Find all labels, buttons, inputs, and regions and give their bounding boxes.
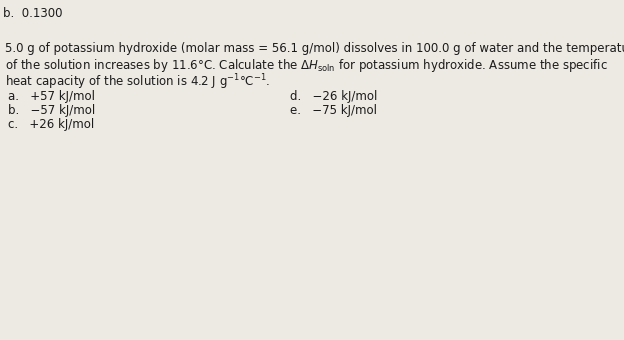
Text: 5.0 g of potassium hydroxide (molar mass = 56.1 g/mol) dissolves in 100.0 g of w: 5.0 g of potassium hydroxide (molar mass… — [5, 42, 624, 55]
Text: d.   −26 kJ/mol: d. −26 kJ/mol — [290, 90, 378, 103]
Text: b.   −57 kJ/mol: b. −57 kJ/mol — [8, 104, 95, 117]
Text: of the solution increases by 11.6°C. Calculate the $\Delta H_{\mathrm{soln}}$ fo: of the solution increases by 11.6°C. Cal… — [5, 57, 608, 74]
Text: c.   +26 kJ/mol: c. +26 kJ/mol — [8, 118, 94, 131]
Text: e.   −75 kJ/mol: e. −75 kJ/mol — [290, 104, 377, 117]
Text: b.  0.1300: b. 0.1300 — [3, 7, 62, 20]
Text: a.   +57 kJ/mol: a. +57 kJ/mol — [8, 90, 95, 103]
Text: heat capacity of the solution is 4.2 J g$^{-1}$°C$^{-1}$.: heat capacity of the solution is 4.2 J g… — [5, 72, 270, 91]
